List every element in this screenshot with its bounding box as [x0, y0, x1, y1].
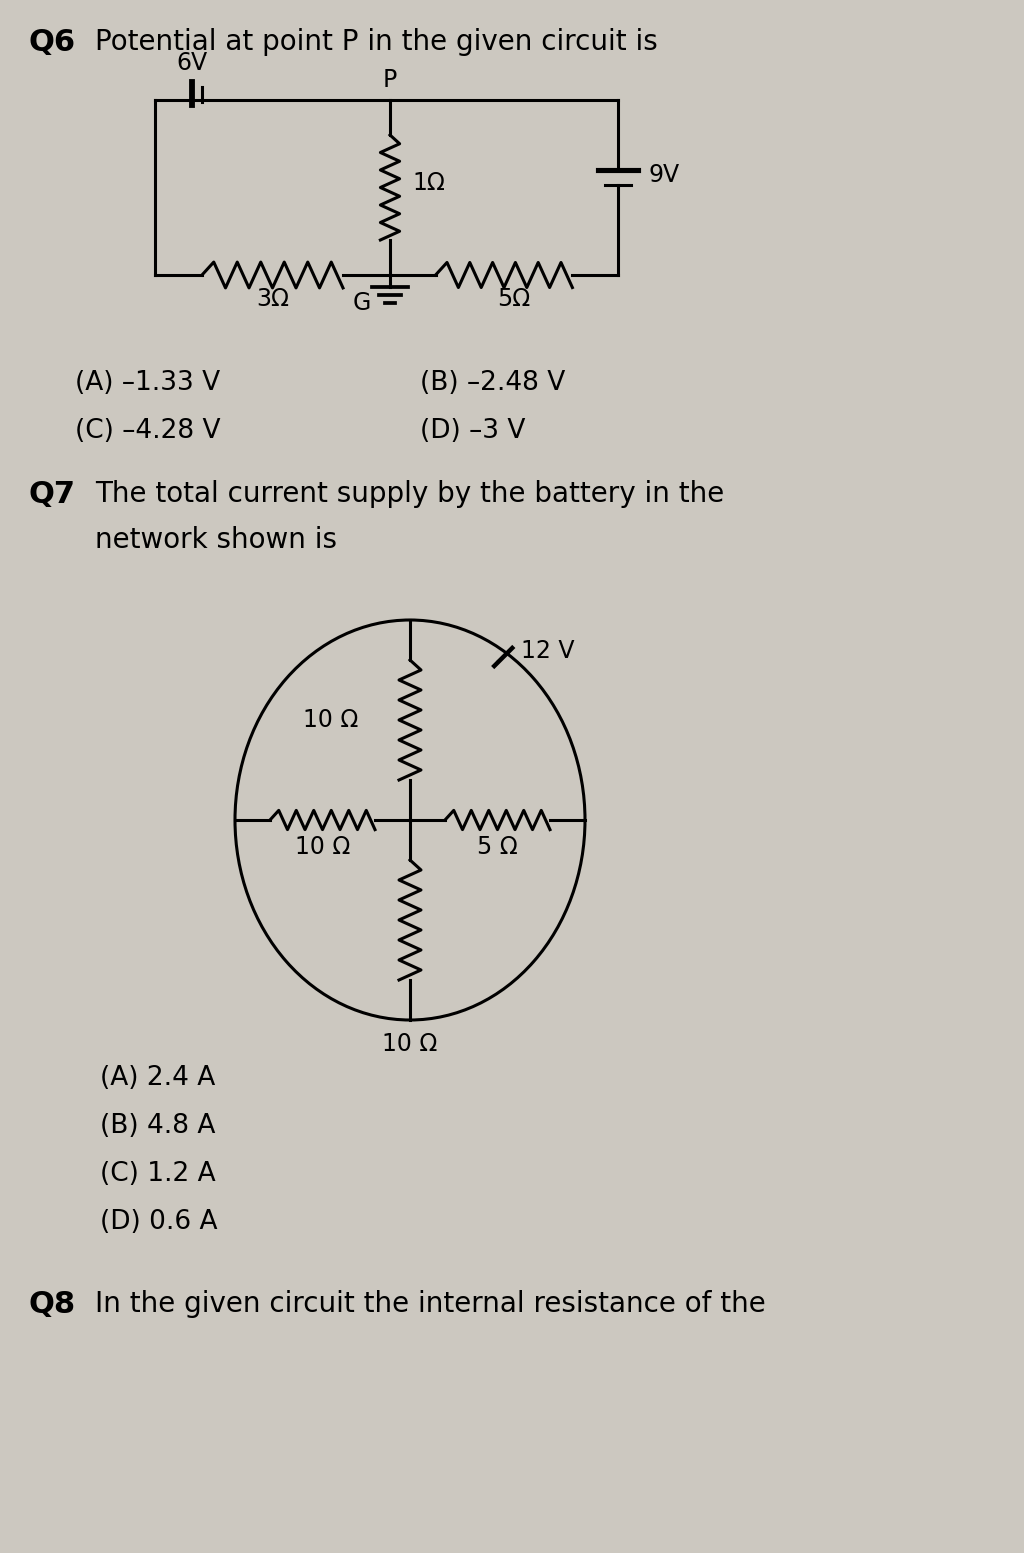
Text: Q8: Q8 — [28, 1291, 75, 1318]
Text: In the given circuit the internal resistance of the: In the given circuit the internal resist… — [95, 1291, 766, 1318]
Text: 6V: 6V — [176, 51, 208, 75]
Text: 10 Ω: 10 Ω — [295, 836, 350, 859]
Text: Q7: Q7 — [28, 480, 75, 509]
Text: 5Ω: 5Ω — [498, 287, 530, 311]
Text: network shown is: network shown is — [95, 526, 337, 554]
Text: Q6: Q6 — [28, 28, 75, 57]
Text: (C) –4.28 V: (C) –4.28 V — [75, 418, 220, 444]
Text: Potential at point P in the given circuit is: Potential at point P in the given circui… — [95, 28, 657, 56]
Text: 3Ω: 3Ω — [256, 287, 289, 311]
Text: (D) 0.6 A: (D) 0.6 A — [100, 1208, 217, 1235]
Text: 12 V: 12 V — [521, 638, 574, 663]
Text: (B) –2.48 V: (B) –2.48 V — [420, 370, 565, 396]
Text: G: G — [353, 290, 371, 315]
Text: 10 Ω: 10 Ω — [303, 708, 358, 731]
Text: The total current supply by the battery in the: The total current supply by the battery … — [95, 480, 724, 508]
Text: (A) –1.33 V: (A) –1.33 V — [75, 370, 220, 396]
Text: (B) 4.8 A: (B) 4.8 A — [100, 1114, 215, 1138]
Text: 5 Ω: 5 Ω — [477, 836, 518, 859]
Text: (C) 1.2 A: (C) 1.2 A — [100, 1162, 216, 1186]
Text: 9V: 9V — [648, 163, 679, 188]
Text: 10 Ω: 10 Ω — [382, 1033, 437, 1056]
Text: (D) –3 V: (D) –3 V — [420, 418, 525, 444]
Text: P: P — [383, 68, 397, 92]
Text: 1Ω: 1Ω — [412, 171, 444, 194]
Text: (A) 2.4 A: (A) 2.4 A — [100, 1065, 215, 1092]
